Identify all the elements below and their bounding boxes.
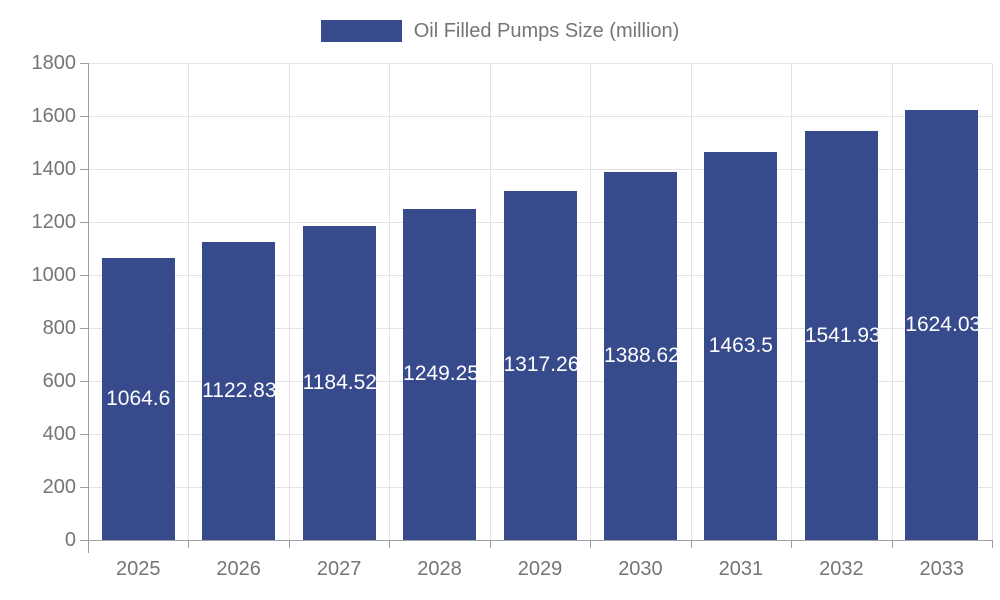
bar-value-label: 1249.25	[403, 362, 477, 386]
gridline-vertical	[389, 63, 391, 540]
bar[interactable]: 1388.62	[603, 172, 677, 540]
y-axis-line	[88, 63, 89, 553]
y-axis-tick	[80, 434, 88, 435]
gridline-vertical	[188, 63, 190, 540]
legend-label: Oil Filled Pumps Size (million)	[413, 20, 680, 42]
y-axis-tick-label: 1600	[31, 105, 77, 127]
x-axis-tick-label: 2033	[919, 558, 965, 580]
x-axis-tick-label: 2027	[316, 558, 362, 580]
bar-value-label: 1624.03	[905, 312, 979, 336]
gridline-horizontal	[88, 63, 992, 64]
bar[interactable]: 1064.6	[101, 257, 175, 540]
y-axis-tick	[80, 328, 88, 329]
x-axis-tick-label: 2031	[718, 558, 764, 580]
x-axis-tick-label: 2026	[216, 558, 261, 580]
bar[interactable]: 1463.5	[704, 152, 778, 540]
y-axis-tick-label: 800	[42, 317, 76, 339]
y-axis-tick-label: 1400	[31, 158, 77, 180]
x-axis-tick	[690, 540, 692, 548]
bar-value-label: 1184.52	[302, 371, 376, 395]
x-axis-tick-label: 2030	[618, 558, 663, 580]
gridline-vertical	[590, 63, 592, 540]
x-axis-line	[80, 540, 992, 541]
y-axis-tick-label: 600	[42, 370, 76, 392]
y-axis-tick-label: 0	[64, 529, 76, 551]
y-axis-tick-label: 1000	[31, 264, 77, 286]
gridline-vertical	[992, 63, 993, 540]
bar[interactable]: 1317.26	[503, 190, 577, 540]
y-axis-tick	[80, 222, 88, 223]
y-axis-tick	[80, 487, 88, 488]
gridline-vertical	[791, 63, 793, 540]
y-axis-tick-label: 1200	[31, 211, 77, 233]
y-axis-tick	[80, 116, 88, 117]
bar[interactable]: 1624.03	[905, 109, 979, 540]
x-axis-tick-label: 2025	[115, 558, 161, 580]
x-axis-tick-label: 2032	[819, 558, 864, 580]
bar-value-label: 1463.5	[708, 334, 773, 358]
gridline-horizontal	[88, 169, 992, 170]
y-axis-tick	[80, 169, 88, 170]
x-axis-tick	[188, 540, 190, 548]
y-axis-tick	[80, 381, 88, 382]
bar-value-label: 1064.6	[106, 386, 171, 410]
x-axis-tick-label: 2028	[417, 558, 462, 580]
legend-swatch-icon	[320, 20, 402, 42]
gridline-vertical	[690, 63, 692, 540]
y-axis-tick-label: 200	[42, 476, 76, 498]
x-axis-tick	[992, 540, 993, 548]
x-axis-tick	[389, 540, 391, 548]
x-axis-tick-label: 2029	[517, 558, 563, 580]
gridline-vertical	[489, 63, 491, 540]
legend-item[interactable]: Oil Filled Pumps Size (million)	[320, 20, 680, 42]
x-axis-tick	[590, 540, 592, 548]
bar-value-label: 1388.62	[603, 344, 677, 367]
bar-value-label: 1122.83	[202, 379, 276, 403]
gridline-vertical	[891, 63, 893, 540]
bar[interactable]: 1249.25	[403, 208, 477, 540]
gridline-vertical	[288, 63, 290, 540]
y-axis-tick-label: 400	[42, 423, 76, 445]
bar[interactable]: 1184.52	[302, 226, 376, 540]
bar-value-label: 1541.93	[804, 323, 878, 347]
y-axis-tick	[80, 63, 88, 64]
x-axis-tick	[791, 540, 793, 548]
y-axis-tick-label: 1800	[31, 52, 77, 74]
x-axis-tick	[891, 540, 893, 548]
y-axis-tick	[80, 275, 88, 276]
bar[interactable]: 1122.83	[202, 242, 276, 540]
gridline-horizontal	[88, 116, 992, 117]
x-axis-tick	[288, 540, 290, 548]
bar-value-label: 1317.26	[503, 353, 577, 377]
plot-area: 0 200 400 600 800 1000 1200 1400 1600 1800 1064.6 1…	[32, 52, 993, 580]
chart-legend: Oil Filled Pumps Size (million)	[0, 20, 1000, 42]
bar[interactable]: 1541.93	[804, 131, 878, 540]
x-axis-tick	[489, 540, 491, 548]
